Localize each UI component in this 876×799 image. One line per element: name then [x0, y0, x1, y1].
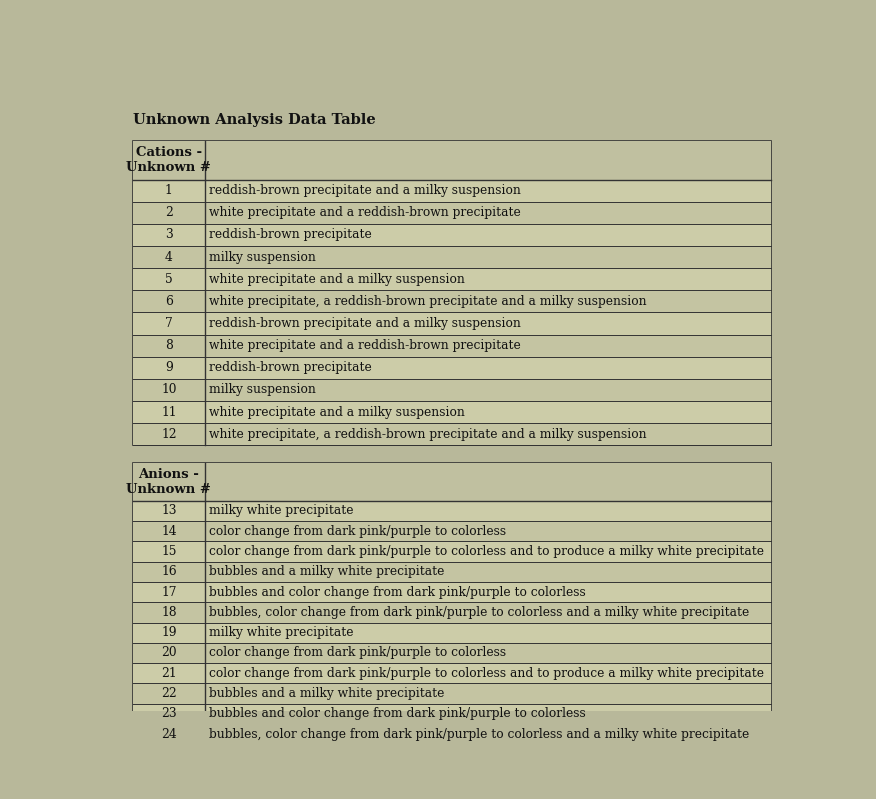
Bar: [133, 643, 772, 663]
Bar: [133, 602, 772, 622]
Text: 15: 15: [161, 545, 177, 558]
Bar: [133, 423, 772, 445]
Bar: [133, 379, 772, 401]
Text: white precipitate and a milky suspension: white precipitate and a milky suspension: [209, 406, 465, 419]
Bar: [133, 582, 772, 602]
Text: white precipitate, a reddish-brown precipitate and a milky suspension: white precipitate, a reddish-brown preci…: [209, 427, 646, 441]
Text: bubbles and color change from dark pink/purple to colorless: bubbles and color change from dark pink/…: [209, 586, 586, 598]
Text: bubbles and a milky white precipitate: bubbles and a milky white precipitate: [209, 687, 445, 700]
Text: white precipitate and a reddish-brown precipitate: white precipitate and a reddish-brown pr…: [209, 339, 521, 352]
Bar: [133, 622, 772, 643]
Text: milky white precipitate: milky white precipitate: [209, 626, 354, 639]
Text: 11: 11: [161, 406, 177, 419]
Bar: [133, 683, 772, 704]
Text: white precipitate and a reddish-brown precipitate: white precipitate and a reddish-brown pr…: [209, 206, 521, 219]
Bar: [133, 562, 772, 582]
Bar: [133, 201, 772, 224]
Bar: [133, 246, 772, 268]
Text: 3: 3: [165, 229, 173, 241]
Text: bubbles, color change from dark pink/purple to colorless and a milky white preci: bubbles, color change from dark pink/pur…: [209, 606, 750, 619]
Bar: [133, 224, 772, 246]
Text: color change from dark pink/purple to colorless and to produce a milky white pre: color change from dark pink/purple to co…: [209, 667, 764, 680]
Text: reddish-brown precipitate: reddish-brown precipitate: [209, 361, 372, 374]
Text: 7: 7: [165, 317, 173, 330]
Bar: [133, 401, 772, 423]
Bar: [133, 463, 772, 501]
Text: milky suspension: milky suspension: [209, 251, 316, 264]
Text: milky suspension: milky suspension: [209, 384, 316, 396]
Bar: [133, 290, 772, 312]
Text: milky white precipitate: milky white precipitate: [209, 504, 354, 518]
Bar: [133, 312, 772, 335]
Text: Unknown Analysis Data Table: Unknown Analysis Data Table: [133, 113, 376, 127]
Text: 21: 21: [161, 667, 177, 680]
Text: 24: 24: [161, 728, 177, 741]
Text: 8: 8: [165, 339, 173, 352]
Text: 16: 16: [161, 565, 177, 578]
Text: reddish-brown precipitate and a milky suspension: reddish-brown precipitate and a milky su…: [209, 184, 521, 197]
Text: 14: 14: [161, 525, 177, 538]
Bar: [133, 724, 772, 745]
Text: color change from dark pink/purple to colorless and to produce a milky white pre: color change from dark pink/purple to co…: [209, 545, 764, 558]
Text: 1: 1: [165, 184, 173, 197]
Text: color change from dark pink/purple to colorless: color change from dark pink/purple to co…: [209, 525, 506, 538]
Bar: [133, 180, 772, 201]
Text: bubbles and a milky white precipitate: bubbles and a milky white precipitate: [209, 565, 445, 578]
Text: white precipitate, a reddish-brown precipitate and a milky suspension: white precipitate, a reddish-brown preci…: [209, 295, 646, 308]
Text: 9: 9: [165, 361, 173, 374]
Text: 17: 17: [161, 586, 177, 598]
Text: 6: 6: [165, 295, 173, 308]
Bar: [133, 141, 772, 180]
Text: 13: 13: [161, 504, 177, 518]
Text: bubbles, color change from dark pink/purple to colorless and a milky white preci: bubbles, color change from dark pink/pur…: [209, 728, 750, 741]
Text: 22: 22: [161, 687, 177, 700]
Bar: [133, 541, 772, 562]
Text: Anions -
Unknown #: Anions - Unknown #: [126, 467, 211, 495]
Bar: [133, 141, 772, 445]
Bar: [133, 463, 772, 745]
Text: 4: 4: [165, 251, 173, 264]
Bar: [133, 501, 772, 521]
Bar: [133, 521, 772, 541]
Bar: [133, 704, 772, 724]
Text: Cations -
Unknown #: Cations - Unknown #: [126, 146, 211, 174]
Bar: [133, 268, 772, 290]
Text: color change from dark pink/purple to colorless: color change from dark pink/purple to co…: [209, 646, 506, 659]
Text: 19: 19: [161, 626, 177, 639]
Text: reddish-brown precipitate and a milky suspension: reddish-brown precipitate and a milky su…: [209, 317, 521, 330]
Text: 12: 12: [161, 427, 177, 441]
Text: reddish-brown precipitate: reddish-brown precipitate: [209, 229, 372, 241]
Text: bubbles and color change from dark pink/purple to colorless: bubbles and color change from dark pink/…: [209, 707, 586, 721]
Text: 20: 20: [161, 646, 177, 659]
Bar: [133, 335, 772, 356]
Text: white precipitate and a milky suspension: white precipitate and a milky suspension: [209, 272, 465, 286]
Text: 23: 23: [161, 707, 177, 721]
Bar: [133, 356, 772, 379]
Text: 2: 2: [165, 206, 173, 219]
Text: 5: 5: [165, 272, 173, 286]
Text: 18: 18: [161, 606, 177, 619]
Bar: [133, 663, 772, 683]
Text: 10: 10: [161, 384, 177, 396]
